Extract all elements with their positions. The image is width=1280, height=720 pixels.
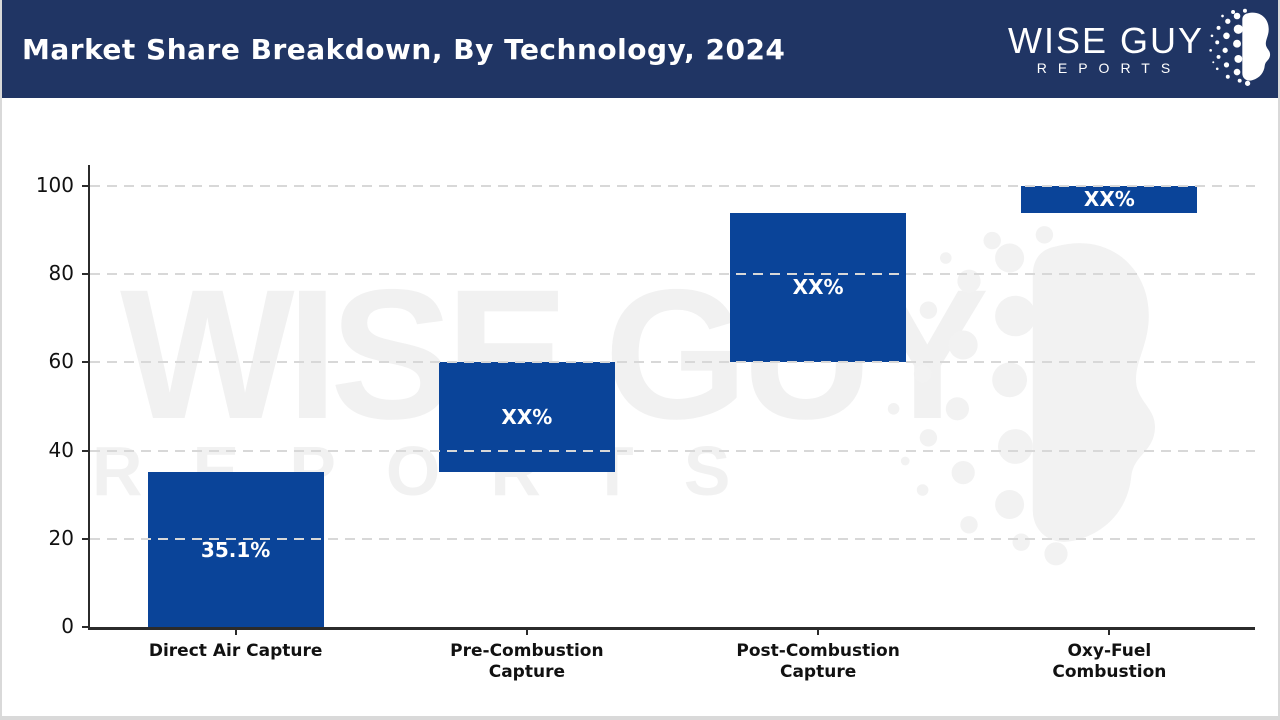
logo-wordmark: WISE GUY [1007,20,1204,61]
y-tick-label: 20 [48,525,74,550]
bar-segment [147,472,324,627]
logo-face-icon [1209,8,1271,86]
gridline-60 [90,361,1255,364]
bar-value-label: XX% [792,275,844,300]
x-tick-mark [1108,628,1111,635]
x-tick-mark [817,628,820,635]
x-category-label: Post-Combustion Capture [673,641,963,683]
header: Market Share Breakdown, By Technology, 2… [2,0,1278,98]
bar-segment [1021,186,1198,213]
x-category-line: Direct Air Capture [148,641,323,661]
y-tick-mark [82,626,90,628]
y-tick-mark [82,449,90,452]
x-category-line: Pre-Combustion [450,641,604,661]
x-category-line: Oxy-Fuel [1067,641,1152,661]
chart-area: WISE GUY REPORTS 0 20 40 60 80 100 35.1% Direct… [2,98,1278,716]
x-category-label: Oxy-Fuel Combustion [964,641,1254,683]
x-category-label: Direct Air Capture [91,641,381,662]
logo-subtitle: REPORTS [1036,60,1182,76]
x-category-line: Capture [779,662,857,682]
y-axis-spine [88,165,90,630]
x-category-label: Pre-Combustion Capture [382,641,672,683]
x-category-line: Post-Combustion [736,641,900,661]
logo-text: WISE GUY REPORTS [1007,20,1204,77]
gridline-80 [90,273,1255,276]
y-tick-mark [82,537,90,540]
y-tick-label: 40 [48,437,74,462]
gridline-20 [90,537,1255,540]
bar-segment [730,212,907,362]
bar-value-label: XX% [1083,187,1135,212]
bar-segment [438,361,615,473]
bar-value-label: 35.1% [200,537,271,562]
x-tick-mark [234,628,237,635]
y-tick-mark [82,361,90,364]
wiseguy-logo: WISE GUY REPORTS [1008,8,1274,90]
y-tick-mark [82,185,90,187]
y-tick-mark [82,273,90,276]
plot: 0 20 40 60 80 100 35.1% Direct Air Capture XX% Pr… [2,98,1278,716]
x-category-line: Combustion [1052,662,1167,682]
x-category-line: Capture [488,662,565,682]
y-tick-label: 80 [48,261,74,286]
gridline-40 [90,449,1255,452]
bar-value-label: XX% [501,404,553,429]
x-tick-mark [525,628,528,635]
gridline-100 [90,185,1255,187]
y-tick-label: 100 [35,173,74,197]
chart-title: Market Share Breakdown, By Technology, 2… [22,32,786,66]
y-tick-label: 60 [48,349,74,374]
x-axis-spine [88,627,1255,630]
y-tick-label: 0 [61,614,74,638]
